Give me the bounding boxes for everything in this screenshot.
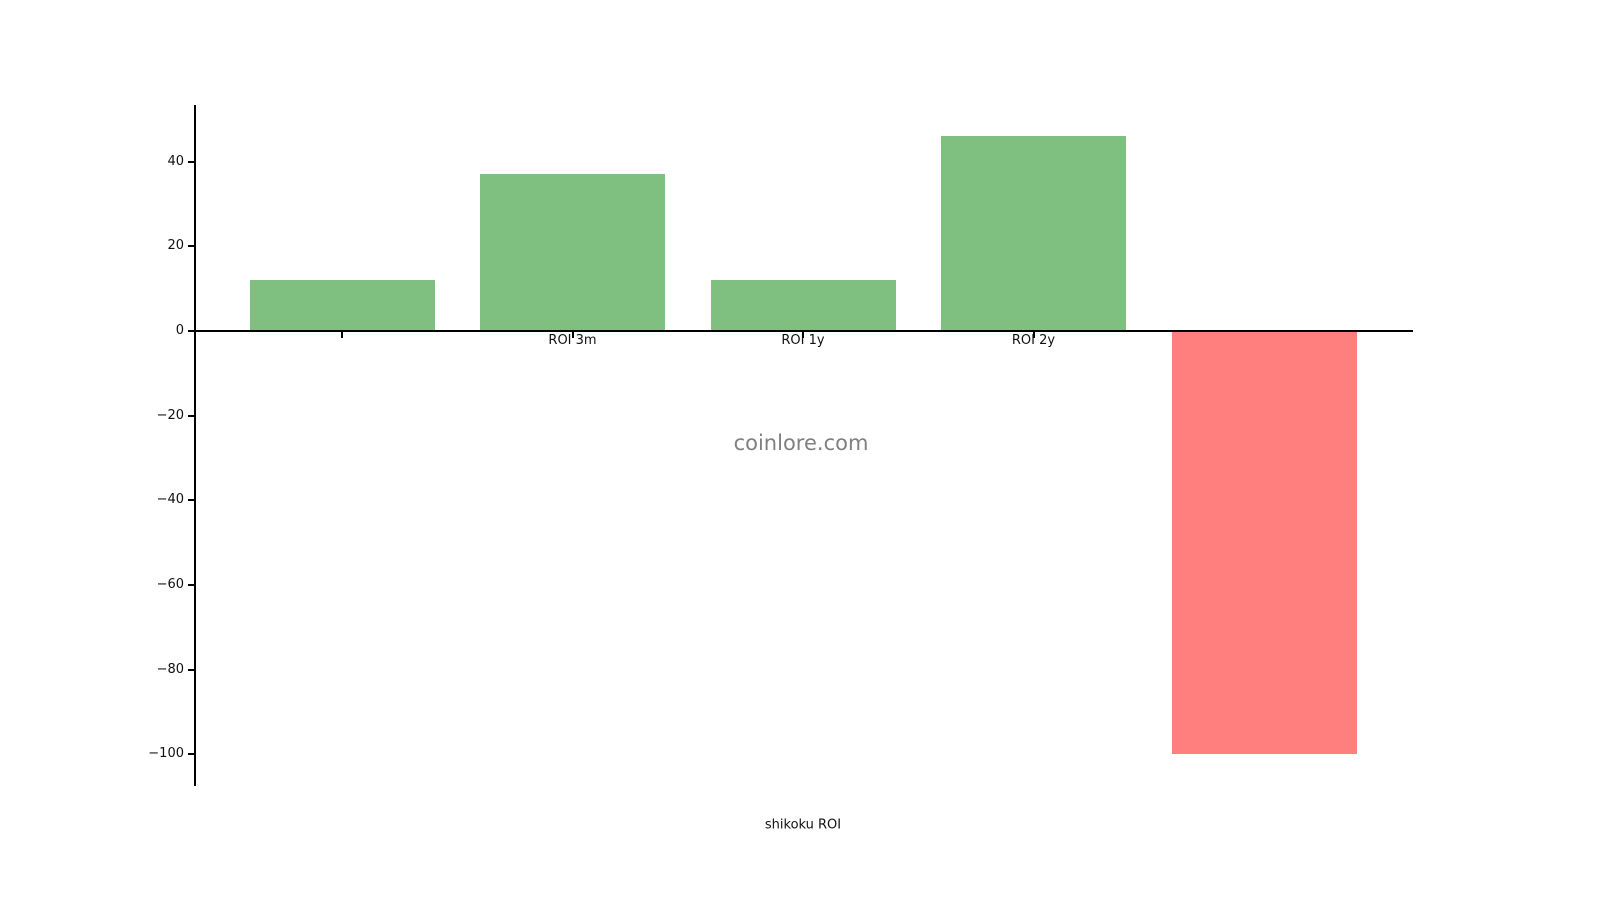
- y-tick-mark: [188, 245, 194, 248]
- y-axis-spine: [194, 105, 196, 786]
- y-tick-label: −80: [156, 661, 184, 677]
- y-tick-mark: [188, 330, 194, 332]
- bar-unlabeled-4: [1171, 331, 1357, 755]
- x-tick-label: ROI 3m: [548, 333, 597, 348]
- x-tick-mark: [571, 332, 574, 338]
- y-tick-mark: [188, 499, 194, 502]
- x-axis-zero-line: [194, 330, 1413, 332]
- bar-roi-1y: [710, 280, 896, 331]
- x-tick-mark: [1032, 332, 1035, 338]
- y-tick-mark: [188, 668, 194, 671]
- y-tick-mark: [188, 583, 194, 586]
- y-tick-label: −60: [156, 576, 184, 592]
- y-tick-mark: [188, 160, 194, 163]
- bar-roi-3m: [480, 174, 665, 331]
- x-tick-label: ROI 2y: [1011, 333, 1056, 348]
- y-tick-label: 20: [167, 238, 184, 254]
- watermark: coinlore.com: [733, 431, 869, 455]
- x-tick-mark: [802, 332, 804, 338]
- bar-unlabeled-0: [249, 280, 435, 331]
- y-tick-mark: [188, 753, 194, 756]
- x-tick-mark: [341, 332, 343, 338]
- y-tick-label: 0: [175, 323, 184, 338]
- chart-title: shikoku ROI: [764, 817, 842, 833]
- y-tick-label: −20: [156, 407, 184, 423]
- y-tick-label: 40: [167, 153, 184, 169]
- y-tick-mark: [188, 414, 194, 417]
- y-tick-label: −100: [148, 746, 184, 762]
- y-tick-label: −40: [156, 492, 184, 508]
- x-tick-label: ROI 1y: [781, 333, 825, 348]
- bar-roi-2y: [941, 136, 1126, 331]
